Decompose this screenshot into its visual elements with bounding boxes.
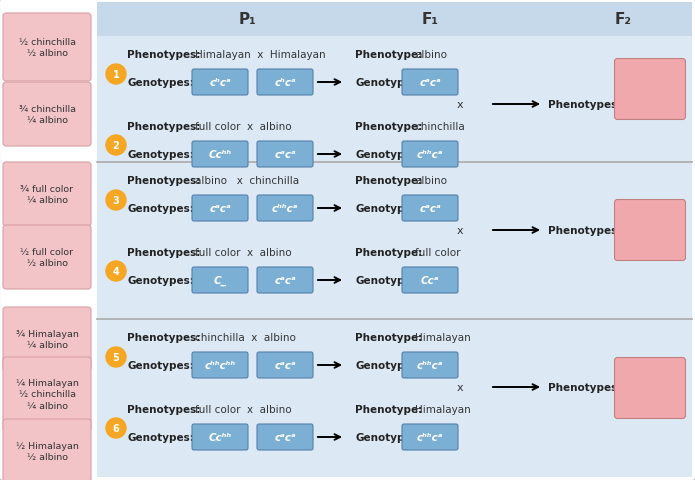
- Text: x: x: [457, 382, 464, 392]
- Bar: [97, 3, 692, 37]
- Circle shape: [106, 136, 126, 156]
- Text: Phenotypes:: Phenotypes:: [127, 50, 200, 60]
- Text: Phenotypes:: Phenotypes:: [127, 332, 200, 342]
- Text: 1: 1: [113, 70, 120, 80]
- Text: Phenotypes:: Phenotypes:: [127, 176, 200, 186]
- FancyBboxPatch shape: [402, 142, 458, 168]
- Text: Himalayan: Himalayan: [415, 332, 471, 342]
- FancyBboxPatch shape: [402, 267, 458, 293]
- Text: Phenotypes:: Phenotypes:: [548, 226, 621, 236]
- Text: ½ chinchilla
½ albino: ½ chinchilla ½ albino: [19, 37, 76, 58]
- Text: Genotype:: Genotype:: [355, 276, 416, 286]
- Text: Genotypes:: Genotypes:: [127, 204, 194, 214]
- Text: cᵃcᵃ: cᵃcᵃ: [274, 432, 296, 442]
- Circle shape: [106, 191, 126, 211]
- FancyBboxPatch shape: [402, 352, 458, 378]
- Text: Genotypes:: Genotypes:: [127, 432, 194, 442]
- FancyBboxPatch shape: [402, 195, 458, 222]
- Text: Genotype:: Genotype:: [355, 360, 416, 370]
- Text: cᵃcᵃ: cᵃcᵃ: [274, 276, 296, 286]
- Text: x: x: [457, 226, 464, 236]
- FancyBboxPatch shape: [257, 352, 313, 378]
- Text: cᵃcᵃ: cᵃcᵃ: [274, 150, 296, 160]
- FancyBboxPatch shape: [257, 267, 313, 293]
- Text: full color  x  albino: full color x albino: [195, 122, 292, 132]
- FancyBboxPatch shape: [3, 83, 91, 147]
- Text: albino   x  chinchilla: albino x chinchilla: [195, 176, 299, 186]
- Text: Genotypes:: Genotypes:: [127, 78, 194, 88]
- FancyBboxPatch shape: [192, 424, 248, 450]
- Text: Phenotypes:: Phenotypes:: [127, 404, 200, 414]
- Text: Genotypes:: Genotypes:: [127, 360, 194, 370]
- Text: Phenotypes:: Phenotypes:: [548, 382, 621, 392]
- FancyBboxPatch shape: [3, 357, 91, 431]
- Text: cʰʰcʰʰ: cʰʰcʰʰ: [204, 360, 236, 370]
- Text: Himalayan: Himalayan: [415, 404, 471, 414]
- Text: Ccᵃ: Ccᵃ: [420, 276, 439, 286]
- FancyBboxPatch shape: [192, 70, 248, 96]
- FancyBboxPatch shape: [614, 60, 685, 120]
- Circle shape: [106, 418, 126, 438]
- Text: 2: 2: [113, 141, 120, 151]
- FancyBboxPatch shape: [192, 352, 248, 378]
- Text: Genotype:: Genotype:: [355, 432, 416, 442]
- FancyBboxPatch shape: [257, 70, 313, 96]
- FancyBboxPatch shape: [257, 142, 313, 168]
- Text: Genotype:: Genotype:: [355, 150, 416, 160]
- Text: Phenotype:: Phenotype:: [355, 248, 423, 257]
- Text: ¾ chinchilla
¼ albino: ¾ chinchilla ¼ albino: [19, 104, 76, 125]
- FancyBboxPatch shape: [614, 358, 685, 419]
- Text: Genotype:: Genotype:: [355, 204, 416, 214]
- FancyBboxPatch shape: [3, 226, 91, 289]
- Text: Himalayan  x  Himalayan: Himalayan x Himalayan: [195, 50, 326, 60]
- Text: cʰcᵃ: cʰcᵃ: [209, 78, 231, 88]
- Text: cʰcᵃ: cʰcᵃ: [274, 78, 296, 88]
- Bar: [97, 3, 692, 477]
- Text: ½ full color
½ albino: ½ full color ½ albino: [20, 247, 74, 268]
- Text: Genotypes:: Genotypes:: [127, 150, 194, 160]
- Circle shape: [106, 347, 126, 367]
- FancyBboxPatch shape: [192, 142, 248, 168]
- Text: Phenotypes:: Phenotypes:: [127, 248, 200, 257]
- Text: Genotypes:: Genotypes:: [127, 276, 194, 286]
- Text: full color  x  albino: full color x albino: [195, 404, 292, 414]
- FancyBboxPatch shape: [402, 424, 458, 450]
- Text: C_: C_: [213, 276, 227, 286]
- Text: Ccʰʰ: Ccʰʰ: [208, 150, 231, 160]
- Text: cʰʰcᵃ: cʰʰcᵃ: [417, 432, 443, 442]
- Text: cᵃcᵃ: cᵃcᵃ: [419, 204, 441, 214]
- Text: Phenotypes:: Phenotypes:: [548, 100, 621, 110]
- Text: F₂: F₂: [614, 12, 632, 27]
- Text: albino: albino: [415, 176, 447, 186]
- Text: 4: 4: [113, 266, 120, 276]
- FancyBboxPatch shape: [192, 195, 248, 222]
- FancyBboxPatch shape: [402, 70, 458, 96]
- Text: cʰʰcᵃ: cʰʰcᵃ: [272, 204, 298, 214]
- Text: 6: 6: [113, 423, 120, 433]
- Text: Phenotype:: Phenotype:: [355, 176, 423, 186]
- Text: 5: 5: [113, 352, 120, 362]
- Text: Ccʰʰ: Ccʰʰ: [208, 432, 231, 442]
- Circle shape: [106, 65, 126, 85]
- FancyBboxPatch shape: [257, 195, 313, 222]
- Text: full color: full color: [415, 248, 461, 257]
- Text: Phenotype:: Phenotype:: [355, 404, 423, 414]
- Text: chinchilla: chinchilla: [415, 122, 465, 132]
- Text: Genotype:: Genotype:: [355, 78, 416, 88]
- Text: Phenotype:: Phenotype:: [355, 50, 423, 60]
- Text: cᵃcᵃ: cᵃcᵃ: [419, 78, 441, 88]
- Text: Phenotype:: Phenotype:: [355, 122, 423, 132]
- FancyBboxPatch shape: [3, 14, 91, 82]
- Text: Phenotypes:: Phenotypes:: [127, 122, 200, 132]
- Text: P₁: P₁: [238, 12, 256, 27]
- FancyBboxPatch shape: [257, 424, 313, 450]
- Text: albino: albino: [415, 50, 447, 60]
- Text: x: x: [457, 100, 464, 110]
- Text: full color  x  albino: full color x albino: [195, 248, 292, 257]
- FancyBboxPatch shape: [3, 307, 91, 371]
- Circle shape: [106, 262, 126, 281]
- Text: cʰʰcᵃ: cʰʰcᵃ: [417, 150, 443, 160]
- Text: Phenotype:: Phenotype:: [355, 332, 423, 342]
- FancyBboxPatch shape: [3, 419, 91, 480]
